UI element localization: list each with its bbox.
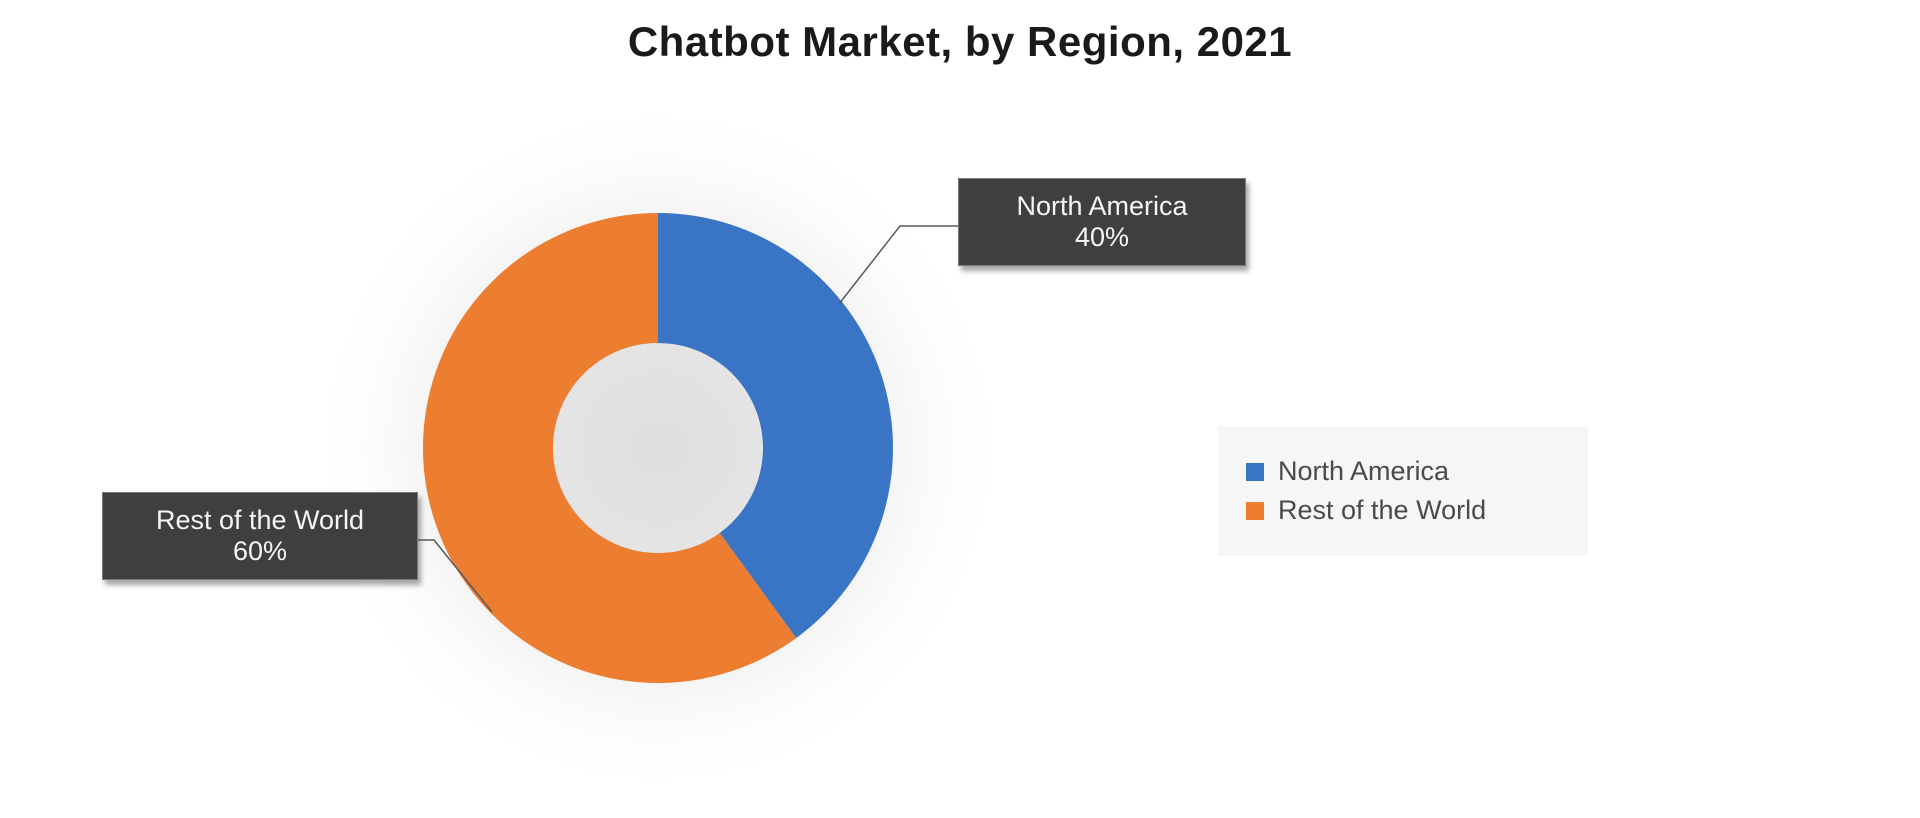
leader-line-north-america (839, 226, 958, 304)
leader-lines (0, 0, 1920, 818)
legend-label: North America (1278, 456, 1449, 487)
legend-label: Rest of the World (1278, 495, 1486, 526)
legend-item-north-america: North America (1246, 456, 1560, 487)
legend-item-rest-of-world: Rest of the World (1246, 495, 1560, 526)
legend-swatch (1246, 502, 1264, 520)
legend: North America Rest of the World (1218, 426, 1588, 556)
legend-swatch (1246, 463, 1264, 481)
chart-stage: Chatbot Market, by Region, 2021 North Am… (0, 0, 1920, 818)
leader-line-rest-of-world (418, 540, 492, 612)
